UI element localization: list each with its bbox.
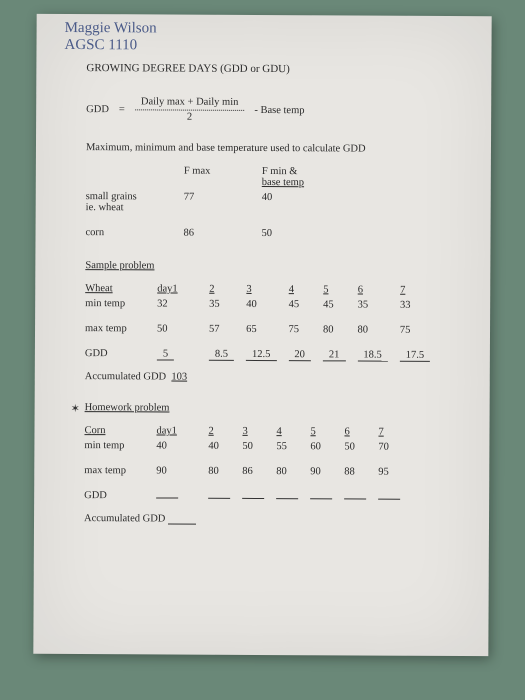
day1-hdr: day1 <box>156 424 208 439</box>
crop-label: corn <box>85 225 183 241</box>
fmin-val: 50 <box>261 226 311 241</box>
course-code: AGSC 1110 <box>64 36 156 53</box>
gdd-formula: GDD = Daily max + Daily min 2 - Base tem… <box>86 96 451 124</box>
table-row: min temp 40 40 50 55 60 50 70 <box>84 438 412 455</box>
table-row: corn 86 50 <box>85 225 311 241</box>
crop-label: small grains <box>86 191 176 202</box>
formula-fraction: Daily max + Daily min 2 <box>135 96 245 123</box>
sample-table: Wheat day1 2 3 4 5 6 7 min temp 32 35 40… <box>85 281 443 363</box>
max-label: max temp <box>85 321 157 336</box>
min-label: min temp <box>85 296 157 311</box>
base-temp-section: Maximum, minimum and base temperature us… <box>85 142 451 242</box>
page-title: GROWING DEGREE DAYS (GDD or GDU) <box>86 62 451 76</box>
col-base: base temp <box>262 177 304 188</box>
day1-hdr: day1 <box>157 282 209 297</box>
hw-crop: Corn <box>84 423 156 438</box>
homework-accumulated: Accumulated GDD <box>84 513 449 526</box>
min-label: min temp <box>84 438 156 453</box>
table-row: small grains ie. wheat 77 40 <box>86 189 312 216</box>
formula-denominator: 2 <box>187 110 192 123</box>
formula-lhs: GDD <box>86 104 109 115</box>
formula-numerator: Daily max + Daily min <box>135 96 245 110</box>
gdd-label: GDD <box>84 488 156 503</box>
student-name: Maggie Wilson <box>65 20 157 37</box>
homework-heading: Homework problem <box>85 402 450 415</box>
formula-tail: - Base temp <box>254 105 304 116</box>
handwritten-header: Maggie Wilson AGSC 1110 <box>64 20 156 53</box>
sample-heading: Sample problem <box>85 260 450 273</box>
col-fmin: F min & <box>262 166 304 177</box>
table-row: max temp 90 80 86 80 90 88 95 <box>84 463 412 480</box>
max-label: max temp <box>84 463 156 478</box>
worksheet-paper: Maggie Wilson AGSC 1110 GROWING DEGREE D… <box>33 14 491 656</box>
homework-problem: ✶ Homework problem Corn day1 2 3 4 5 6 7… <box>84 402 450 526</box>
fmin-val: 40 <box>262 190 312 216</box>
crop-sublabel: ie. wheat <box>86 202 176 213</box>
sample-accumulated: Accumulated GDD 103 <box>85 371 450 384</box>
table-row: GDD <box>84 488 412 505</box>
section1-heading: Maximum, minimum and base temperature us… <box>86 142 451 155</box>
star-icon: ✶ <box>71 402 80 415</box>
fmax-val: 77 <box>184 190 262 216</box>
table-row: GDD 5 8.5 12.5 20 21 18.5 17.5 <box>85 346 442 363</box>
sample-problem: Sample problem Wheat day1 2 3 4 5 6 7 mi… <box>85 260 451 384</box>
formula-eq: = <box>119 104 125 115</box>
sample-crop: Wheat <box>85 281 157 296</box>
fmax-val: 86 <box>183 226 261 241</box>
gdd-label: GDD <box>85 346 157 361</box>
col-fmax: F max <box>184 164 262 190</box>
homework-table: Corn day1 2 3 4 5 6 7 min temp 40 40 50 … <box>84 423 412 505</box>
blank-field <box>168 514 196 525</box>
base-temp-table: F max F min & base temp small grains ie.… <box>85 163 312 241</box>
